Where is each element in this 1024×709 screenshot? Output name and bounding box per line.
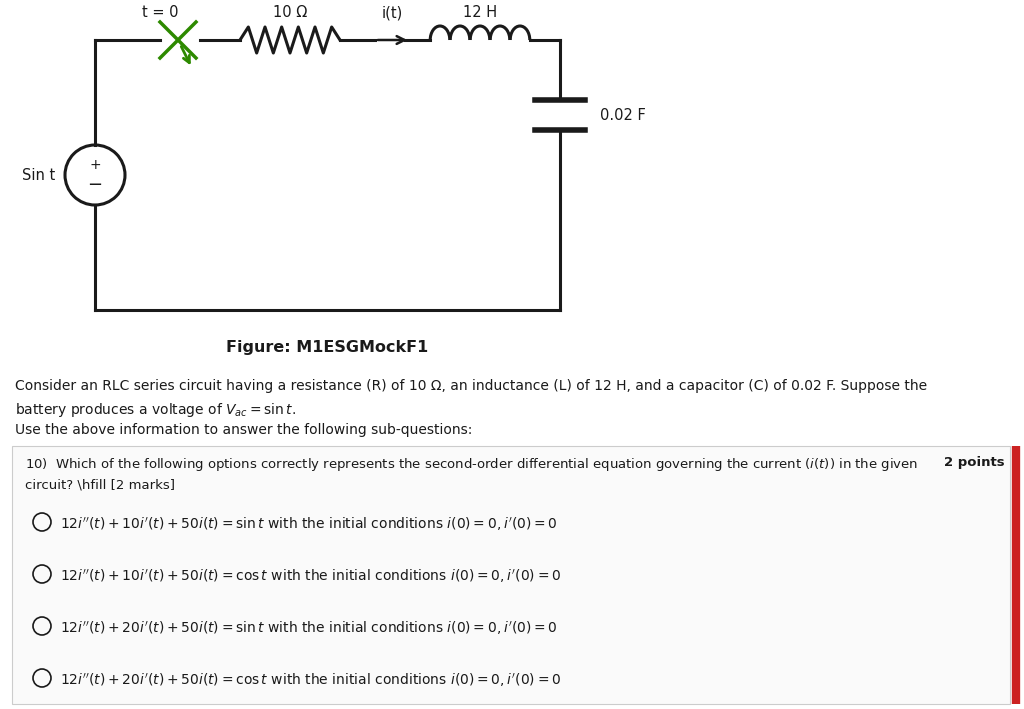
FancyBboxPatch shape [12, 446, 1010, 704]
Text: 10 Ω: 10 Ω [272, 5, 307, 20]
Text: Sin t: Sin t [22, 167, 55, 182]
Text: Use the above information to answer the following sub-questions:: Use the above information to answer the … [15, 423, 472, 437]
Text: Consider an RLC series circuit having a resistance (R) of 10 Ω, an inductance (L: Consider an RLC series circuit having a … [15, 379, 927, 393]
Text: circuit? \hfill [2 marks]: circuit? \hfill [2 marks] [25, 478, 175, 491]
Text: −: − [87, 176, 102, 194]
Text: $12i''(t) + 20i'(t) + 50i(t) = \cos t$ with the initial conditions $i(0) = 0, i': $12i''(t) + 20i'(t) + 50i(t) = \cos t$ w… [60, 672, 561, 689]
Text: 0.02 F: 0.02 F [600, 108, 646, 123]
Text: $12i''(t) + 20i'(t) + 50i(t) = \sin t$ with the initial conditions $i(0) = 0, i': $12i''(t) + 20i'(t) + 50i(t) = \sin t$ w… [60, 620, 558, 637]
Text: t = 0: t = 0 [141, 5, 178, 20]
Text: Figure: M1ESGMockF1: Figure: M1ESGMockF1 [226, 340, 429, 355]
Text: i(t): i(t) [381, 5, 402, 20]
Text: $12i''(t) + 10i'(t) + 50i(t) = \cos t$ with the initial conditions $i(0) = 0, i': $12i''(t) + 10i'(t) + 50i(t) = \cos t$ w… [60, 568, 561, 585]
Text: 10)  Which of the following options correctly represents the second-order differ: 10) Which of the following options corre… [25, 456, 919, 473]
Text: 12 H: 12 H [463, 5, 497, 20]
Text: $12i''(t) + 10i'(t) + 50i(t) = \sin t$ with the initial conditions $i(0) = 0, i': $12i''(t) + 10i'(t) + 50i(t) = \sin t$ w… [60, 516, 558, 533]
Text: battery produces a voltage of $V_{ac} = \sin t$.: battery produces a voltage of $V_{ac} = … [15, 401, 296, 419]
Text: +: + [89, 158, 100, 172]
Text: 2 points: 2 points [944, 456, 1005, 469]
